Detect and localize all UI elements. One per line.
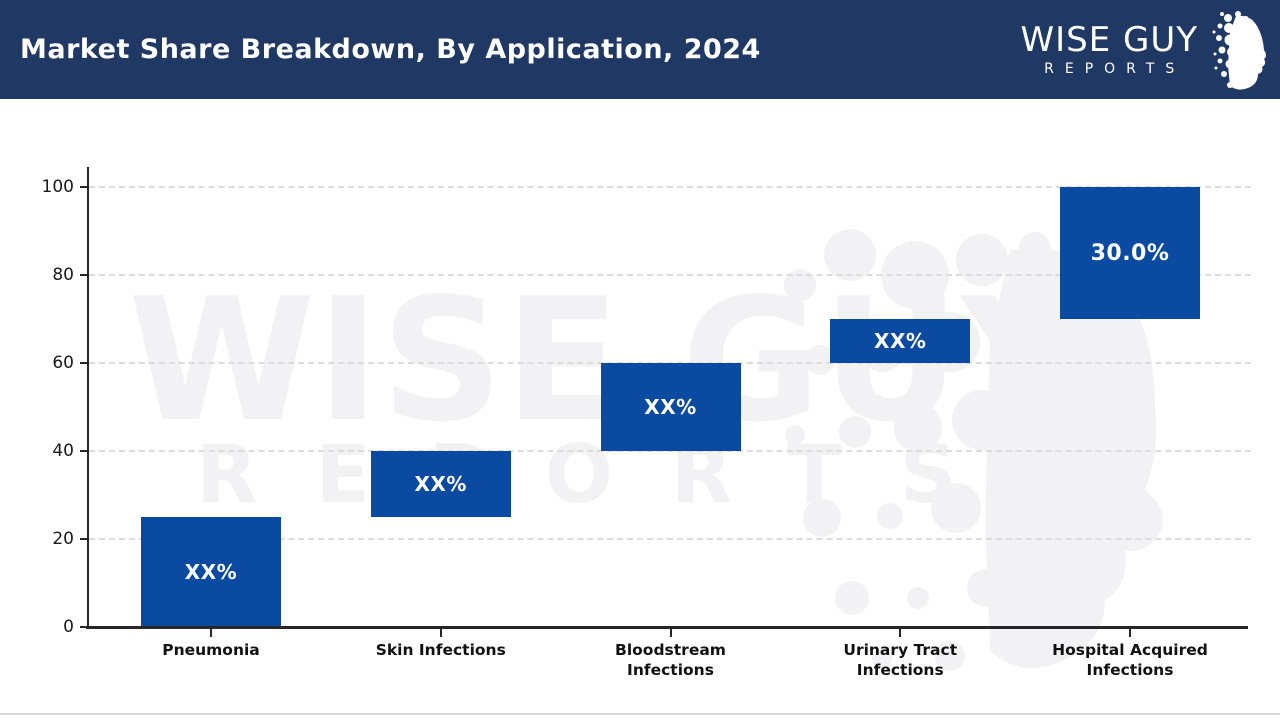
bar-value-label: 30.0% (1090, 240, 1170, 266)
bar-value-label: XX% (874, 329, 927, 353)
x-axis-category-label: Skin Infections (375, 641, 506, 659)
y-axis-tick (80, 362, 88, 364)
x-axis-tick (439, 629, 442, 637)
y-axis-tick-label: 20 (52, 529, 74, 549)
y-axis-tick (80, 626, 88, 628)
logo-head-icon (1212, 11, 1266, 90)
bar-segment: XX% (141, 517, 281, 627)
y-axis-tick-label: 60 (52, 353, 74, 373)
x-axis-category-label: Hospital Acquired Infections (1052, 641, 1208, 679)
x-axis-category-label: Urinary Tract Infections (843, 641, 958, 679)
logo-subtitle: REPORTS (1044, 61, 1186, 77)
y-axis-tick-label: 0 (63, 617, 74, 637)
logo-text: WISE GUY REPORTS (1020, 22, 1198, 78)
y-axis-tick-label: 80 (52, 265, 74, 285)
x-axis-tick (899, 629, 902, 637)
wise-guy-reports-logo: WISE GUY REPORTS (1020, 6, 1272, 94)
watermark-head-icon (784, 229, 1163, 671)
y-axis-tick (80, 450, 88, 452)
footer-divider (0, 713, 1280, 715)
header-bar: Market Share Breakdown, By Application, … (0, 0, 1280, 99)
bar-value-label: XX% (414, 472, 467, 496)
x-axis-category-label: Bloodstream Infections (615, 641, 726, 679)
page-title: Market Share Breakdown, By Application, … (20, 34, 761, 65)
y-axis-tick-label: 100 (41, 177, 74, 197)
y-axis-tick (80, 538, 88, 540)
bar-value-label: XX% (644, 395, 697, 419)
gridline-y80 (89, 274, 1251, 276)
gridline-y100 (89, 186, 1251, 188)
y-axis-tick (80, 274, 88, 276)
gridline-y40 (89, 450, 1251, 452)
bar-value-label: XX% (184, 560, 238, 584)
bar-segment: XX% (830, 319, 971, 363)
y-axis-tick-label: 40 (52, 441, 74, 461)
bar-segment: XX% (370, 451, 511, 517)
x-axis-tick (1129, 629, 1131, 637)
y-axis-line (87, 167, 89, 629)
x-axis-tick (669, 629, 672, 637)
x-axis-tick (210, 629, 212, 637)
logo-wordmark: WISE GUY (1020, 20, 1198, 60)
gridline-y20 (89, 538, 1251, 540)
x-axis-line (86, 626, 1248, 629)
bar-segment: 30.0% (1060, 187, 1200, 319)
x-axis-category-label: Pneumonia (162, 641, 260, 659)
bar-segment: XX% (600, 363, 741, 451)
y-axis-tick (80, 186, 88, 188)
